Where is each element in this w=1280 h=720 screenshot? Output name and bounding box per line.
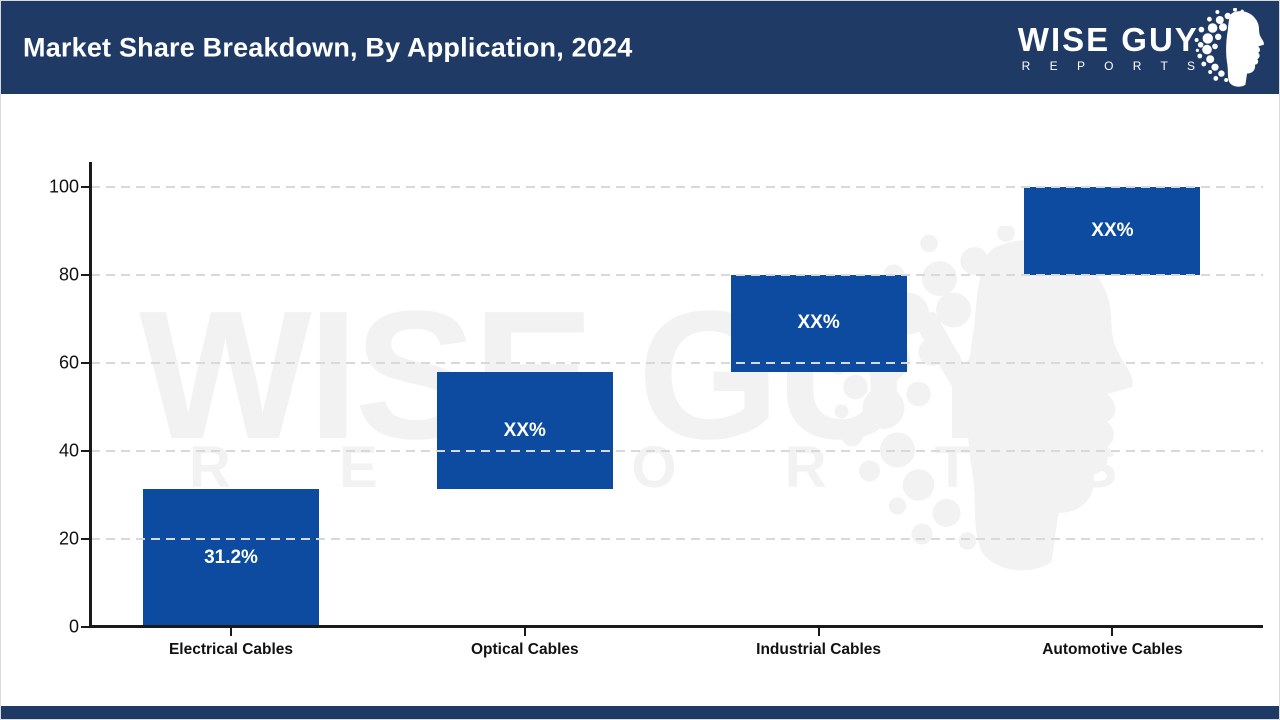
y-tick-mark xyxy=(81,449,89,452)
logo-text: WISE GUY R E P O R T S xyxy=(1014,23,1203,73)
gridline xyxy=(91,537,1263,540)
y-tick-mark xyxy=(81,273,89,276)
y-tick-mark xyxy=(81,186,89,189)
watermark-subtitle: R E P O R T S xyxy=(189,435,1164,500)
bar-value-label: 31.2% xyxy=(204,546,258,568)
gridline xyxy=(91,361,1263,364)
y-tick-label: 20 xyxy=(58,528,79,549)
y-tick-mark xyxy=(81,537,89,540)
y-tick-label: 60 xyxy=(58,352,79,373)
gridline xyxy=(91,273,1263,276)
bar-optical-cables xyxy=(436,371,613,490)
y-tick-mark xyxy=(81,361,89,364)
wiseguy-head-icon xyxy=(1194,8,1264,87)
bar-value-label: XX% xyxy=(797,312,840,334)
wiseguy-reports-logo: WISE GUY R E P O R T S xyxy=(1014,7,1273,89)
logo-subtitle: R E P O R T S xyxy=(1021,59,1203,73)
logo-wordmark: WISE GUY xyxy=(1017,21,1199,58)
y-tick-label: 100 xyxy=(48,176,79,197)
y-axis-spine xyxy=(89,162,92,627)
header-bar: Market Share Breakdown, By Application, … xyxy=(1,1,1279,94)
category-label: Electrical Cables xyxy=(168,641,294,658)
bar-automotive-cables xyxy=(1024,187,1201,275)
category-label: Optical Cables xyxy=(470,641,579,658)
gridline xyxy=(91,186,1263,189)
y-tick-label: 0 xyxy=(68,616,79,636)
x-tick-mark xyxy=(817,628,820,636)
x-tick-mark xyxy=(523,628,526,636)
y-tick-mark xyxy=(81,625,89,628)
bar-electrical-cables xyxy=(143,489,319,627)
chart-title: Market Share Breakdown, By Application, … xyxy=(23,32,633,62)
bar-value-label: XX% xyxy=(1091,220,1134,242)
gridline xyxy=(91,449,1263,452)
bar-value-label: XX% xyxy=(503,419,546,441)
footer-accent-bar xyxy=(1,706,1279,719)
category-label: Industrial Cables xyxy=(756,641,882,658)
x-tick-mark xyxy=(230,628,232,636)
x-axis-spine xyxy=(89,625,1263,628)
bar-industrial-cables xyxy=(730,274,907,372)
y-tick-label: 80 xyxy=(58,264,79,285)
y-tick-label: 40 xyxy=(58,440,79,461)
x-tick-mark xyxy=(1111,628,1114,636)
category-label: Automotive Cables xyxy=(1042,641,1183,658)
